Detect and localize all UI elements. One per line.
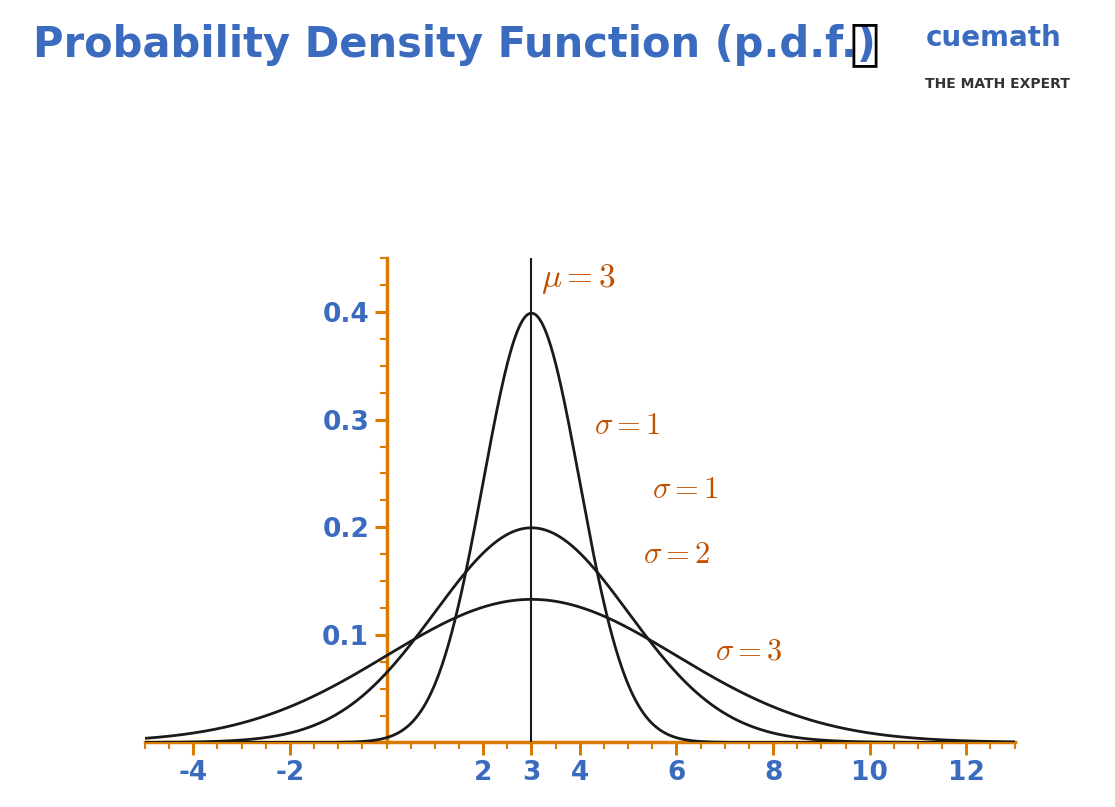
Text: $\sigma =2$: $\sigma =2$ (642, 540, 710, 569)
Text: $\mu =3$: $\mu =3$ (541, 262, 617, 296)
Text: THE MATH EXPERT: THE MATH EXPERT (925, 77, 1070, 90)
Text: $\sigma =1$: $\sigma =1$ (594, 411, 661, 440)
Text: 🚀: 🚀 (850, 20, 879, 69)
Text: $\sigma =3$: $\sigma =3$ (715, 637, 783, 666)
Text: Probability Density Function (p.d.f.): Probability Density Function (p.d.f.) (33, 24, 876, 66)
Text: $\sigma =1$: $\sigma =1$ (652, 475, 719, 504)
Text: cuemath: cuemath (925, 24, 1061, 52)
